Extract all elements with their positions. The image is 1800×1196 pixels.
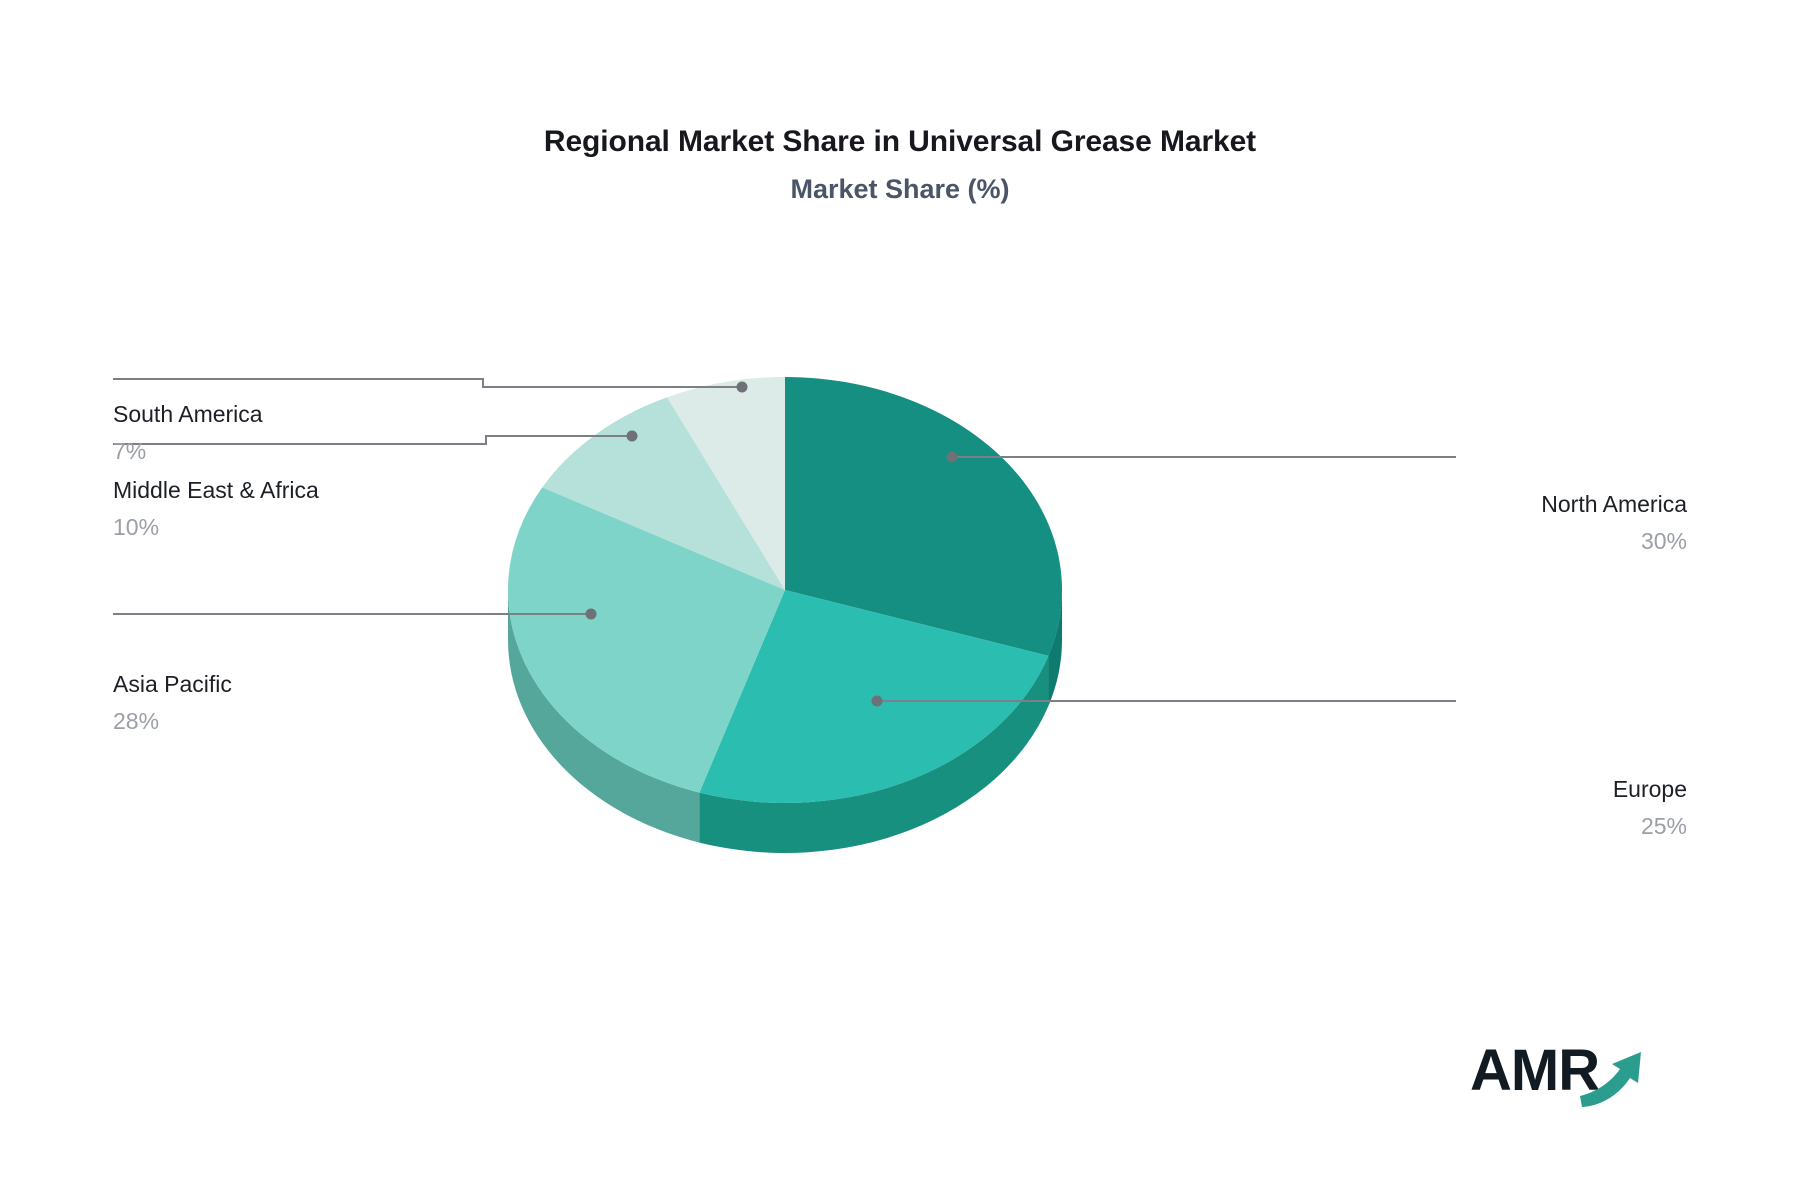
callout-middle-east-africa[interactable]: Middle East & Africa 10% <box>113 476 319 542</box>
amr-logo-text: AMR <box>1470 1038 1599 1103</box>
chart-title: Regional Market Share in Universal Greas… <box>543 125 1257 158</box>
leader-line-south-america <box>113 378 742 388</box>
callout-value-europe: 25% <box>1640 812 1687 839</box>
callout-label-north-america: North America <box>1541 491 1687 517</box>
pie-side-north-america <box>1048 590 1062 706</box>
callout-value-south-america: 7% <box>113 437 147 464</box>
arrow-up-right-icon <box>1580 1052 1641 1107</box>
pie-slice-south-america[interactable] <box>667 377 785 590</box>
callout-south-america[interactable]: South America 7% <box>113 400 263 466</box>
callout-europe[interactable]: Europe 25% <box>1613 775 1687 841</box>
callout-north-america[interactable]: North America 30% <box>1541 490 1687 556</box>
pie-depth-walls <box>508 590 1062 853</box>
callout-asia-pacific[interactable]: Asia Pacific 28% <box>113 670 232 736</box>
callout-value-north-america: 30% <box>1640 527 1687 554</box>
pie-slice-middle-east-africa[interactable] <box>542 397 785 590</box>
leader-dot-europe <box>871 695 883 707</box>
pie-side-asia-pacific <box>508 590 700 843</box>
leader-lines <box>113 378 1456 702</box>
pie-slice-asia-pacific[interactable] <box>508 487 785 793</box>
amr-logo: AMR <box>1470 1038 1641 1107</box>
leader-line-middle-east-africa <box>113 435 632 445</box>
leader-dot-asia-pacific <box>585 608 597 620</box>
callout-label-south-america: South America <box>113 401 263 427</box>
leader-dots <box>585 381 958 707</box>
leader-dot-north-america <box>946 451 958 463</box>
pie-slices <box>508 377 1062 803</box>
callout-label-asia-pacific: Asia Pacific <box>113 671 232 697</box>
pie-side-europe <box>699 655 1049 853</box>
leader-dot-south-america <box>736 381 748 393</box>
chart-subtitle: Market Share (%) <box>790 174 1010 204</box>
pie-slice-north-america[interactable] <box>785 377 1062 656</box>
callout-label-middle-east-africa: Middle East & Africa <box>113 477 319 503</box>
callout-label-europe: Europe <box>1612 776 1687 802</box>
chart-header: Regional Market Share in Universal Greas… <box>0 125 1800 205</box>
callout-value-asia-pacific: 28% <box>113 707 160 734</box>
callout-value-middle-east-africa: 10% <box>113 513 160 540</box>
leader-dot-middle-east-africa <box>626 430 638 442</box>
